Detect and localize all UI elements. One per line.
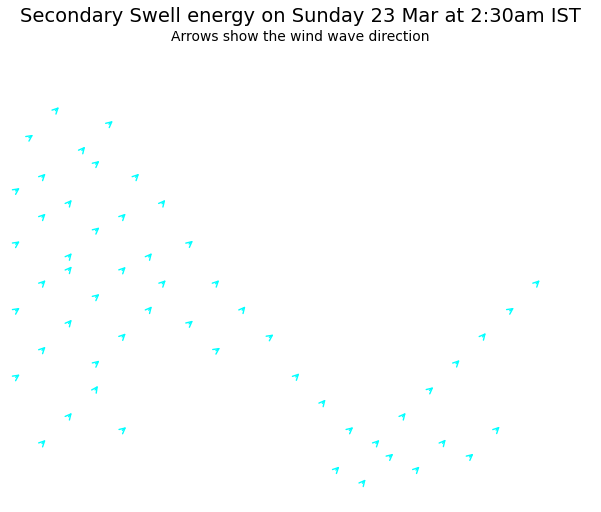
Text: Arrows show the wind wave direction: Arrows show the wind wave direction — [171, 30, 430, 44]
Text: Secondary Swell energy on Sunday 23 Mar at 2:30am IST: Secondary Swell energy on Sunday 23 Mar … — [20, 7, 581, 26]
